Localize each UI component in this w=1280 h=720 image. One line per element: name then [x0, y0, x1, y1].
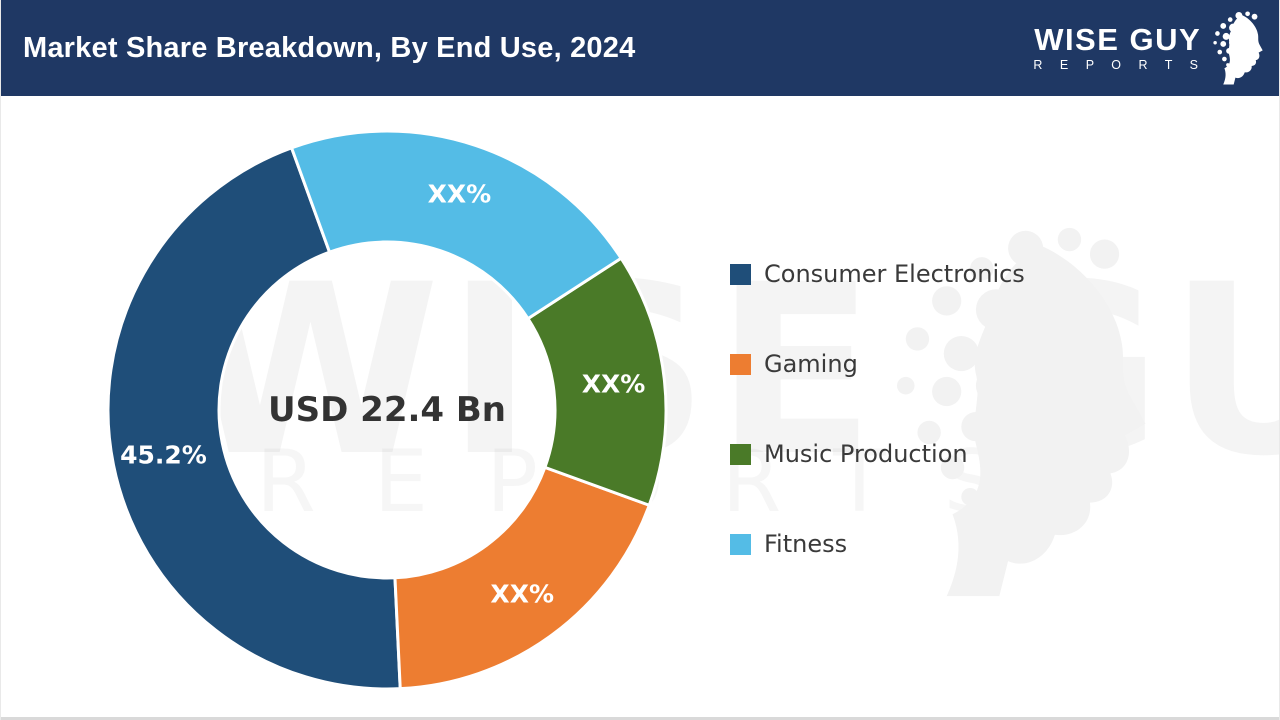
brand-logo: WISE GUY R E P O R T S [1030, 10, 1279, 86]
watermark-head-icon [897, 227, 1146, 597]
donut-center-value: USD 22.4 Bn [268, 390, 506, 430]
bottom-divider [1, 717, 1279, 720]
donut-slice-consumer-electronics [106, 145, 402, 691]
legend-swatch [730, 443, 751, 465]
legend-label: Consumer Electronics [764, 260, 1025, 288]
legend-item-gaming: Gaming [730, 350, 1025, 378]
legend-label: Fitness [764, 530, 848, 558]
brand-logo-head-icon [1213, 11, 1263, 85]
slice-label-fitness: XX% [427, 179, 492, 209]
legend-swatch [730, 263, 751, 285]
legend-swatch [730, 533, 751, 555]
donut-slice-gaming [393, 465, 652, 691]
legend-item-consumer-electronics: Consumer Electronics [730, 260, 1025, 288]
brand-logo-subtitle: R E P O R T S [1033, 58, 1205, 73]
legend-label: Gaming [764, 350, 858, 378]
slice-label-gaming: XX% [490, 579, 555, 609]
slice-label-music-production: XX% [581, 369, 646, 399]
legend-swatch [730, 353, 751, 375]
legend-item-music-production: Music Production [730, 440, 1025, 468]
brand-logo-name: WISE GUY [1034, 22, 1202, 58]
donut-slice-fitness [289, 129, 624, 321]
legend-label: Music Production [764, 440, 968, 468]
chart-legend: Consumer Electronics Gaming Music Producti… [730, 260, 1025, 620]
slice-label-consumer-electronics: 45.2% [120, 440, 207, 470]
page-title: Market Share Breakdown, By End Use, 2024 [23, 31, 636, 64]
header-bar: Market Share Breakdown, By End Use, 2024… [1, 0, 1279, 96]
legend-item-fitness: Fitness [730, 530, 1025, 558]
